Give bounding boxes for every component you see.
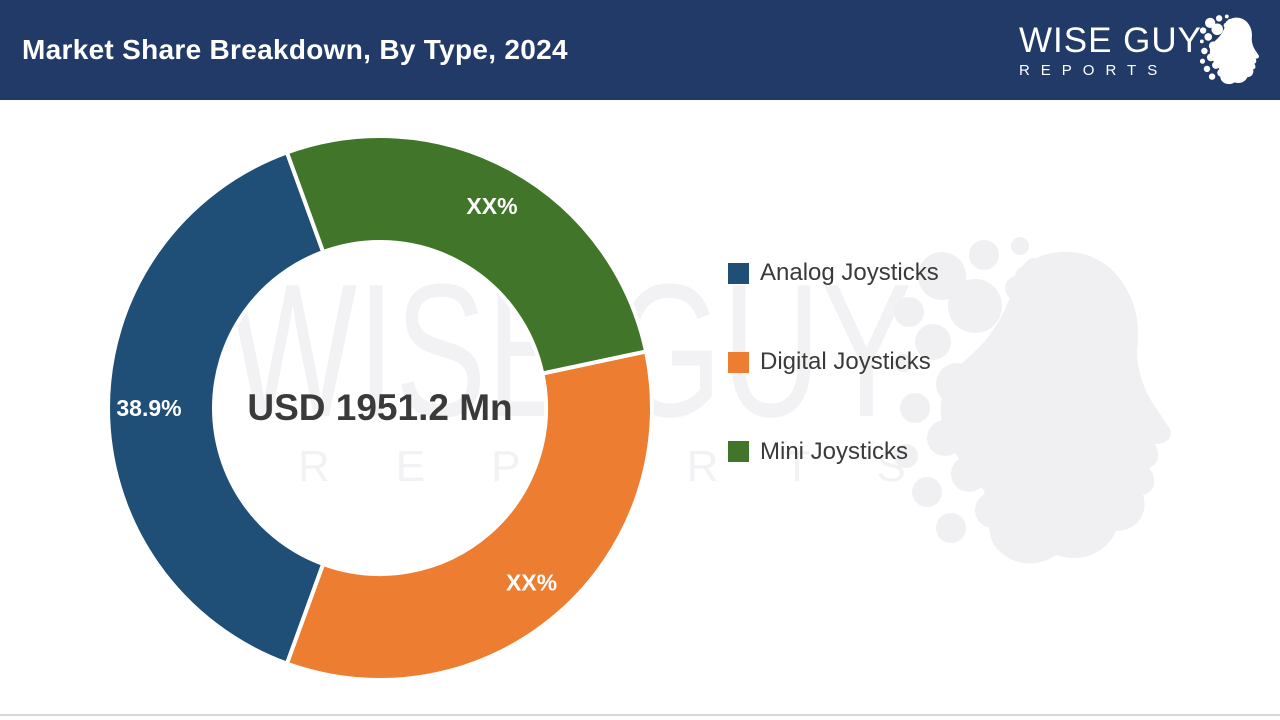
- slice-value-label: XX%: [466, 193, 517, 219]
- donut-chart: 38.9% XX% XX%: [106, 134, 654, 682]
- slice-value-label: 38.9%: [116, 395, 181, 421]
- legend-label: Mini Joysticks: [760, 437, 909, 465]
- legend-swatch-digital: [728, 352, 749, 374]
- legend-swatch-analog: [728, 262, 749, 284]
- logo-text: WISE GUY REPORTS: [1018, 21, 1202, 79]
- logo-title: WISE GUY: [1018, 21, 1202, 61]
- bottom-divider: [0, 714, 1280, 716]
- slice-value-label: XX%: [506, 569, 557, 595]
- legend-item-analog-joysticks: Analog Joysticks: [728, 259, 939, 286]
- chart-area: WISE GUY REPORTS 38.9%XX%XX% USD 1951.2 …: [0, 100, 1280, 716]
- legend-item-mini-joysticks: Mini Joysticks: [728, 437, 939, 465]
- donut-slice-digital-joysticks: [284, 349, 654, 682]
- legend-item-digital-joysticks: Digital Joysticks: [728, 348, 939, 376]
- donut-slice-analog-joysticks: [106, 150, 326, 666]
- header: Market Share Breakdown, By Type, 2024 WI…: [0, 0, 1280, 100]
- legend-label: Analog Joysticks: [760, 259, 939, 286]
- donut-slice-mini-joysticks: [284, 134, 649, 376]
- face-logo-icon: [1199, 14, 1259, 85]
- legend: Analog Joysticks Digital Joysticks Mini …: [728, 259, 939, 465]
- donut-center-value: USD 1951.2 Mn: [247, 387, 513, 428]
- page-title: Market Share Breakdown, By Type, 2024: [22, 34, 568, 65]
- logo-subtitle: REPORTS: [1018, 61, 1169, 79]
- legend-label: Digital Joysticks: [760, 348, 931, 376]
- wise-guy-logo: WISE GUY REPORTS: [1019, 10, 1262, 92]
- legend-swatch-mini: [728, 441, 749, 463]
